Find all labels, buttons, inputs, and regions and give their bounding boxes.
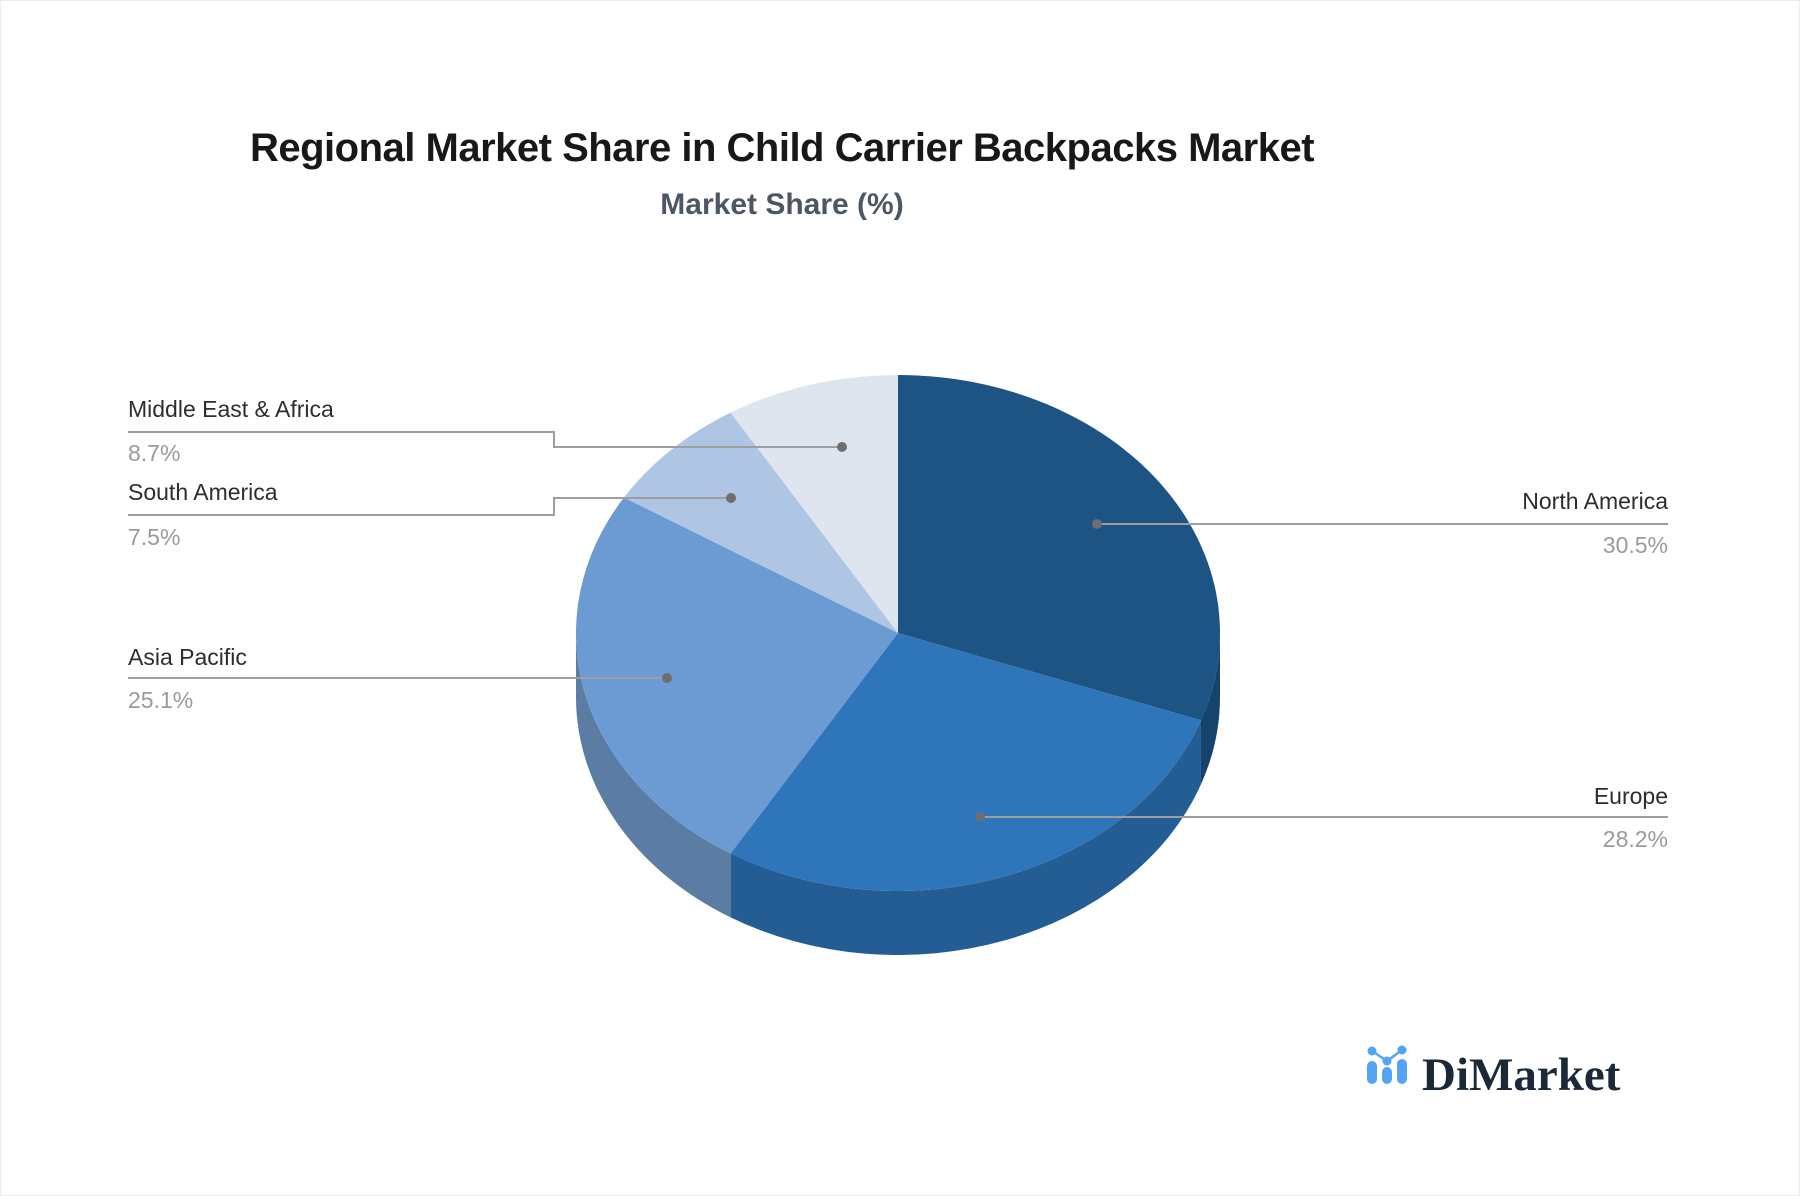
leader-dots [662,442,1102,822]
logo-text: DiMarket [1422,1049,1621,1101]
value-asia-pacific: 25.1% [128,687,194,713]
pie-slice-middle-east-africa[interactable] [730,375,898,633]
pie-side-europe [730,720,1201,955]
pie-side-north-america [1200,633,1220,785]
value-north-america: 30.5% [1602,532,1668,558]
leader-dot-north-america [1092,519,1102,529]
pie-slice-europe[interactable] [730,633,1201,891]
pie-side-asia-pacific [576,633,731,918]
value-south-america: 7.5% [128,524,181,550]
leader-dot-europe [975,812,985,822]
chart-subtitle: Market Share (%) [660,188,904,221]
pie-slice-asia-pacific[interactable] [576,497,898,854]
label-north-america: North America [1522,488,1668,514]
pie-slice-north-america[interactable] [898,375,1220,721]
label-middle-east-africa: Middle East & Africa [128,396,334,422]
value-middle-east-africa: 8.7% [128,440,181,466]
bar-chart-trend-icon [1367,1045,1407,1084]
dimarket-logo[interactable]: DiMarket [1360,1040,1680,1101]
pie-slice-south-america[interactable] [623,412,898,633]
pie-slices [576,375,1220,955]
leader-dot-south-america [726,493,736,503]
leader-dot-asia-pacific [662,673,672,683]
label-south-america: South America [128,479,278,505]
label-europe: Europe [1593,783,1668,809]
leader-lines [128,431,1668,818]
leader-dot-middle-east-africa [837,442,847,452]
leader-line-middle-east-africa [128,431,842,448]
leader-line-south-america [128,497,731,516]
label-asia-pacific: Asia Pacific [128,644,247,670]
value-europe: 28.2% [1602,826,1668,852]
chart-title: Regional Market Share in Child Carrier B… [249,126,1315,170]
